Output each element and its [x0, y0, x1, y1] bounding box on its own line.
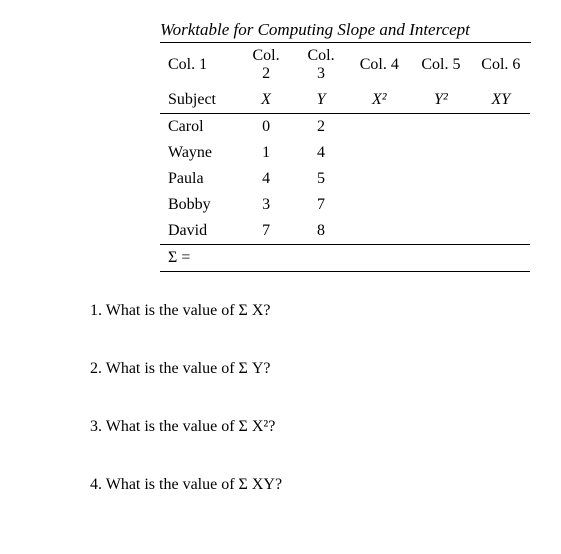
col3-top: Col. 3 [294, 43, 349, 87]
x2-cell [349, 140, 411, 166]
worktable-container: Worktable for Computing Slope and Interc… [160, 20, 531, 272]
col4-sub: X² [349, 87, 411, 114]
xy-cell [472, 218, 530, 245]
subject-cell: Paula [160, 166, 239, 192]
col1-top: Col. 1 [160, 43, 239, 87]
col5-top: Col. 5 [410, 43, 472, 87]
y-cell: 8 [294, 218, 349, 245]
col2-sub: X [239, 87, 294, 114]
y2-cell [410, 140, 472, 166]
question-3: 3. What is the value of Σ X²? [90, 418, 531, 436]
xy-cell [472, 192, 530, 218]
x-cell: 4 [239, 166, 294, 192]
col2-top: Col. 2 [239, 43, 294, 87]
question-4: 4. What is the value of Σ XY? [90, 476, 531, 494]
x2-cell [349, 114, 411, 141]
col6-sub: XY [472, 87, 530, 114]
xy-cell [472, 140, 530, 166]
column-number-row: Col. 1 Col. 2 Col. 3 Col. 4 Col. 5 Col. … [160, 43, 530, 87]
y-cell: 5 [294, 166, 349, 192]
x-cell: 0 [239, 114, 294, 141]
col3-sub: Y [294, 87, 349, 114]
subject-cell: Carol [160, 114, 239, 141]
x-cell: 1 [239, 140, 294, 166]
x2-cell [349, 218, 411, 245]
y2-cell [410, 192, 472, 218]
subject-cell: David [160, 218, 239, 245]
y2-cell [410, 218, 472, 245]
y2-cell [410, 114, 472, 141]
col5-sub: Y² [410, 87, 472, 114]
table-title: Worktable for Computing Slope and Interc… [160, 20, 531, 43]
subject-cell: Bobby [160, 192, 239, 218]
col1-sub: Subject [160, 87, 239, 114]
sigma-row: Σ = [160, 245, 530, 272]
worktable: Col. 1 Col. 2 Col. 3 Col. 4 Col. 5 Col. … [160, 43, 530, 272]
table-row: Bobby 3 7 [160, 192, 530, 218]
sigma-label: Σ = [160, 245, 239, 272]
subject-cell: Wayne [160, 140, 239, 166]
x-cell: 3 [239, 192, 294, 218]
x-cell: 7 [239, 218, 294, 245]
x2-cell [349, 166, 411, 192]
table-row: Wayne 1 4 [160, 140, 530, 166]
y2-cell [410, 166, 472, 192]
table-row: Carol 0 2 [160, 114, 530, 141]
question-1: 1. What is the value of Σ X? [90, 302, 531, 320]
table-row: David 7 8 [160, 218, 530, 245]
xy-cell [472, 166, 530, 192]
xy-cell [472, 114, 530, 141]
col4-top: Col. 4 [349, 43, 411, 87]
column-label-row: Subject X Y X² Y² XY [160, 87, 530, 114]
y-cell: 4 [294, 140, 349, 166]
questions-list: 1. What is the value of Σ X? 2. What is … [90, 302, 531, 494]
x2-cell [349, 192, 411, 218]
table-row: Paula 4 5 [160, 166, 530, 192]
question-2: 2. What is the value of Σ Y? [90, 360, 531, 378]
col6-top: Col. 6 [472, 43, 530, 87]
y-cell: 2 [294, 114, 349, 141]
y-cell: 7 [294, 192, 349, 218]
